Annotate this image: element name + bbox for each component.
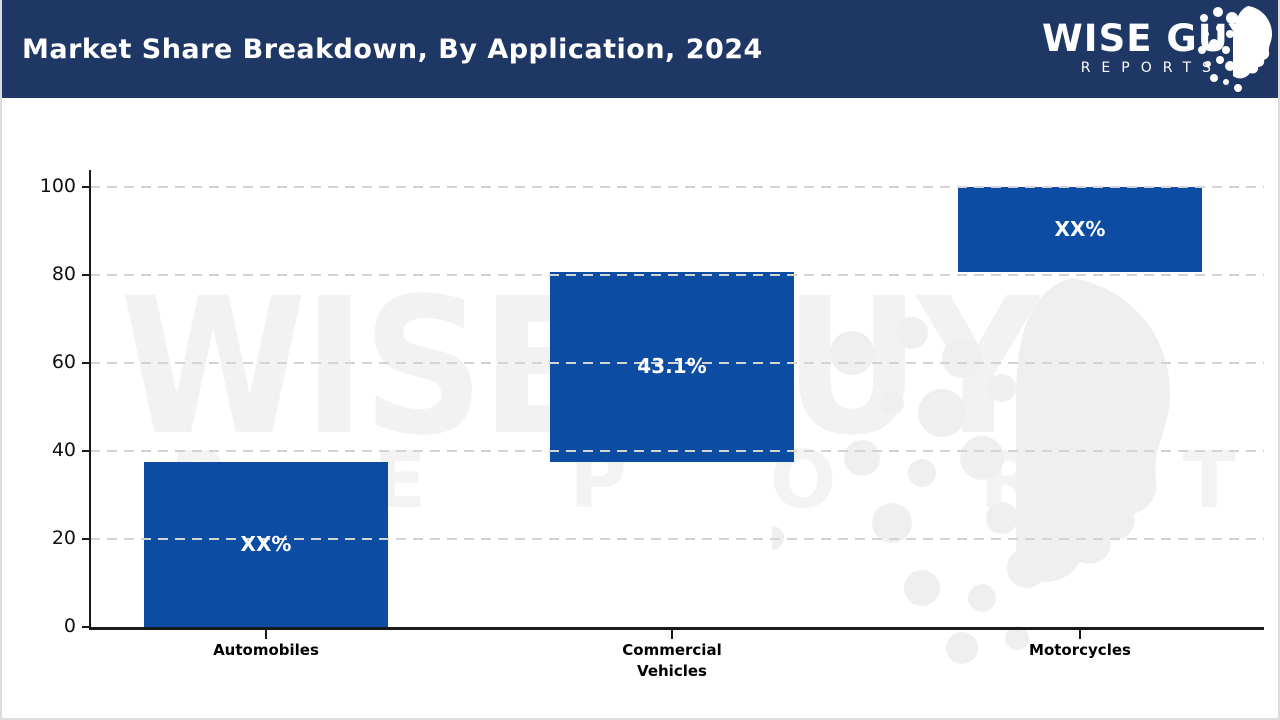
x-axis-tick — [265, 630, 267, 639]
category-label-line: Vehicles — [637, 662, 707, 680]
x-axis-line — [89, 627, 1264, 630]
header-bar: Market Share Breakdown, By Application, … — [2, 0, 1278, 98]
y-tick-label: 100 — [39, 175, 76, 197]
y-axis-tick — [82, 186, 90, 188]
grid-line — [90, 538, 1264, 540]
category-label: Automobiles — [136, 640, 396, 661]
bar-value-label: XX% — [1054, 216, 1106, 241]
bar-value-label: XX% — [240, 531, 292, 556]
y-axis-tick — [82, 274, 90, 276]
x-axis-tick — [1079, 630, 1081, 639]
y-tick-label: 60 — [51, 351, 76, 373]
logo-subtext: REPORTS — [1080, 60, 1222, 76]
x-axis-tick — [671, 630, 673, 639]
logo-head-icon — [1196, 4, 1274, 100]
waterfall-chart: WISE GUY R E P O R T S XX%43.1%XX%020406… — [2, 98, 1278, 718]
wiseguy-logo: WISE GUY REPORTS — [1012, 0, 1274, 98]
chart-title: Market Share Breakdown, By Application, … — [22, 33, 763, 65]
grid-line — [90, 362, 1264, 364]
category-label-line: Motorcycles — [1029, 641, 1131, 659]
grid-line — [90, 186, 1264, 188]
waterfall-bar — [550, 272, 794, 462]
y-axis-line — [89, 170, 91, 630]
y-tick-label: 0 — [63, 615, 76, 637]
grid-line — [90, 274, 1264, 276]
category-label: Commercial Vehicles — [542, 640, 802, 682]
y-axis-tick — [82, 626, 90, 628]
waterfall-bar — [958, 187, 1202, 273]
category-label: Motorcycles — [950, 640, 1210, 661]
y-axis-tick — [82, 450, 90, 452]
category-label-line: Commercial — [622, 641, 722, 659]
waterfall-bar — [144, 462, 388, 627]
bar-value-label: 43.1% — [637, 354, 707, 379]
y-tick-label: 40 — [51, 439, 76, 461]
y-tick-label: 80 — [51, 263, 76, 285]
y-axis-tick — [82, 538, 90, 540]
grid-line — [90, 450, 1264, 452]
category-label-line: Automobiles — [213, 641, 319, 659]
y-tick-label: 20 — [51, 527, 76, 549]
y-axis-tick — [82, 362, 90, 364]
watermark-head-icon — [760, 218, 1192, 692]
